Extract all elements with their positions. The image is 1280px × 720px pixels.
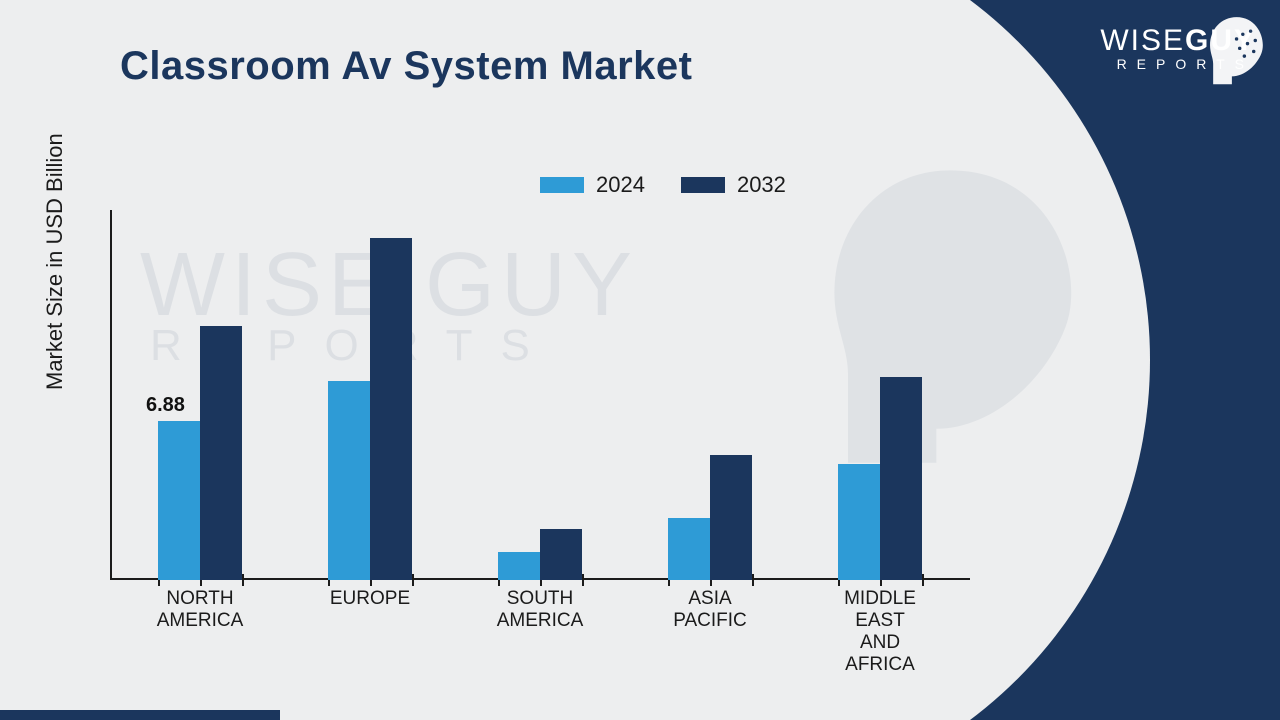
- legend-item-2024: 2024: [540, 172, 645, 198]
- bar-2032: [710, 455, 752, 580]
- bar-2024: [838, 464, 880, 580]
- legend-label-2024: 2024: [596, 172, 645, 198]
- bar-2032: [880, 377, 922, 581]
- chart-legend: 2024 2032: [540, 172, 786, 198]
- x-axis-category-label: SOUTHAMERICA: [470, 588, 610, 632]
- x-axis-category-label: ASIAPACIFIC: [640, 588, 780, 632]
- bar-2032: [540, 529, 582, 580]
- x-tick: [922, 574, 924, 586]
- bar-2024: [498, 552, 540, 580]
- bar-2024: [328, 381, 370, 580]
- x-tick: [412, 574, 414, 586]
- bar-2024: [158, 421, 200, 580]
- x-tick: [242, 574, 244, 586]
- bar-value-label: 6.88: [146, 394, 185, 417]
- bar-chart-plot: 6.88: [110, 210, 970, 580]
- x-tick: [582, 574, 584, 586]
- legend-swatch-2032: [681, 177, 725, 193]
- legend-swatch-2024: [540, 177, 584, 193]
- bar-2024: [668, 518, 710, 580]
- footer-accent-bar: [0, 710, 280, 720]
- bar-2032: [370, 238, 412, 580]
- x-axis-category-label: EUROPE: [300, 588, 440, 610]
- x-axis-category-label: MIDDLEEASTANDAFRICA: [810, 588, 950, 675]
- logo-word-wise: WISE: [1100, 24, 1185, 57]
- x-tick: [752, 574, 754, 586]
- y-axis-label: Market Size in USD Billion: [42, 133, 68, 390]
- legend-item-2032: 2032: [681, 172, 786, 198]
- y-axis-line: [110, 210, 112, 580]
- chart-title: Classroom Av System Market: [120, 44, 693, 89]
- legend-label-2032: 2032: [737, 172, 786, 198]
- bar-2032: [200, 326, 242, 580]
- x-axis-category-label: NORTHAMERICA: [130, 588, 270, 632]
- chart-canvas: WISE GUY REPORTS Classroom Av System Mar…: [0, 0, 1280, 720]
- logo-head-icon: [1196, 14, 1274, 92]
